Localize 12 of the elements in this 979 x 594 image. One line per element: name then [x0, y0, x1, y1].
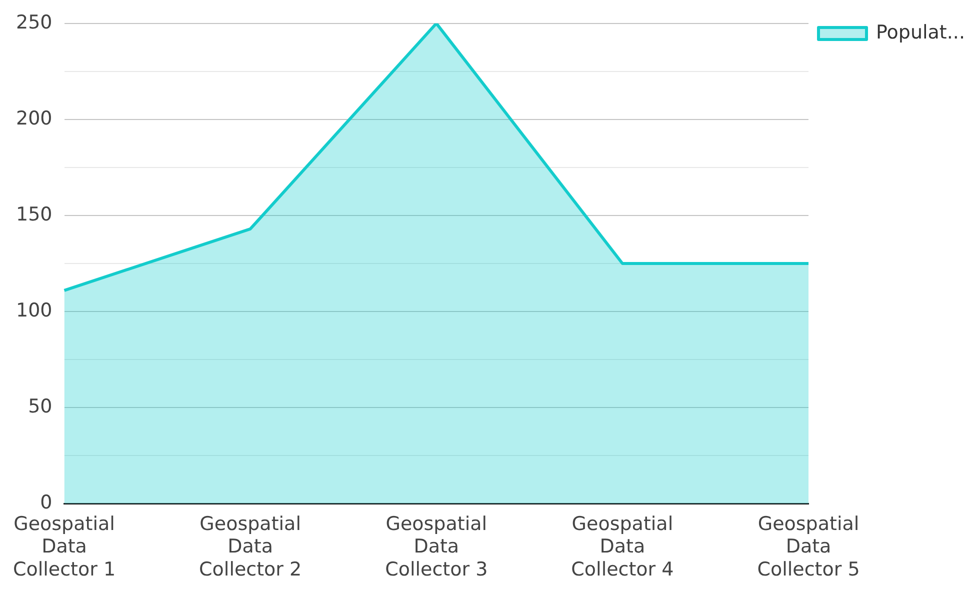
y-tick-label: 250: [16, 11, 52, 34]
x-tick-label: Geospatial Data Collector 5: [757, 512, 860, 581]
legend-label: Populat...: [876, 21, 965, 44]
y-tick-label: 100: [16, 299, 52, 322]
y-tick-label: 50: [28, 395, 52, 418]
x-tick-label: Geospatial Data Collector 2: [199, 512, 302, 581]
y-tick-label: 200: [16, 107, 52, 130]
x-tick-label: Geospatial Data Collector 3: [385, 512, 488, 581]
x-tick-label: Geospatial Data Collector 4: [571, 512, 674, 581]
y-tick-label: 0: [40, 492, 52, 514]
x-tick-label: Geospatial Data Collector 1: [12, 512, 116, 581]
y-tick-label: 150: [16, 203, 52, 226]
